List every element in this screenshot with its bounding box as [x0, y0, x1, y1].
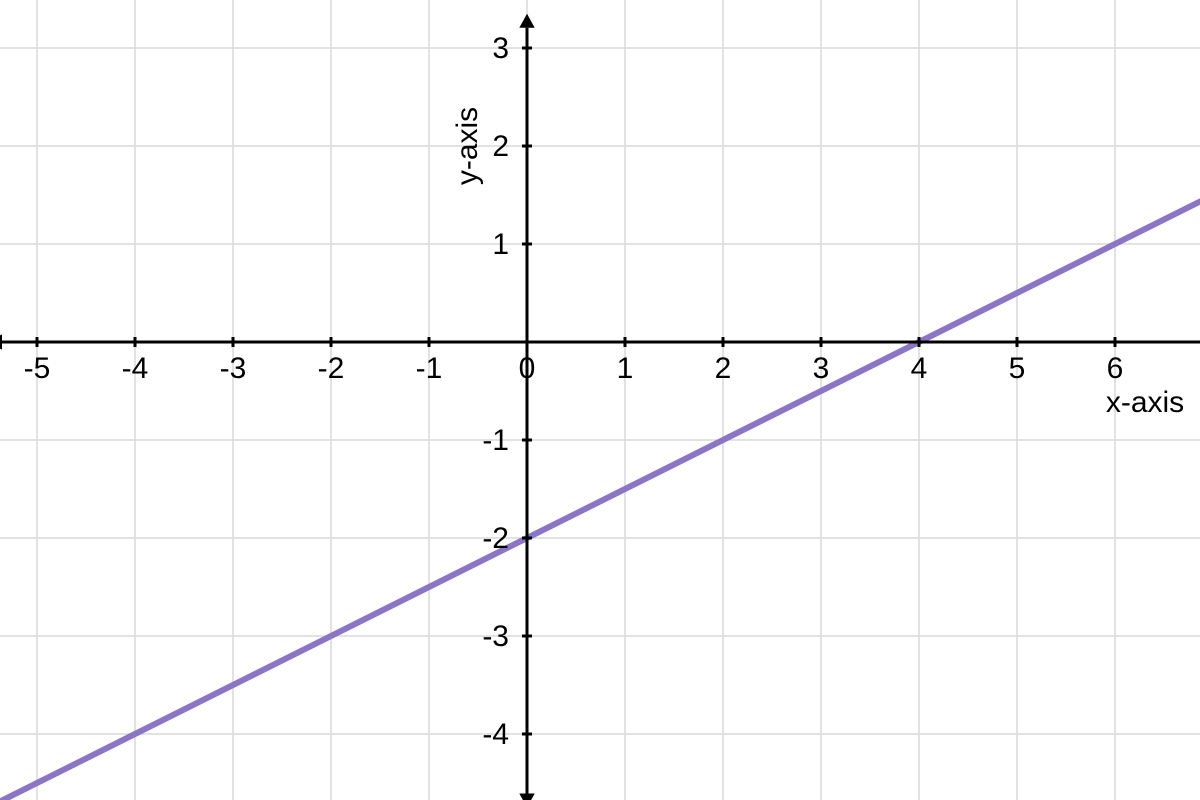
chart-svg: -5-4-3-2-101234567-4-3-2-1123x-axisy-axi… [0, 0, 1200, 800]
x-tick-label: -2 [318, 352, 345, 385]
y-tick-label: 3 [492, 32, 509, 65]
y-tick-label: -1 [482, 424, 509, 457]
x-axis-label: x-axis [1106, 386, 1184, 419]
y-tick-label: 2 [492, 130, 509, 163]
y-tick-label: -3 [482, 620, 509, 653]
x-tick-label: 2 [715, 352, 732, 385]
x-tick-label: -5 [24, 352, 51, 385]
x-tick-label: -1 [416, 352, 443, 385]
x-tick-label: 0 [519, 352, 536, 385]
y-axis-label: y-axis [451, 107, 484, 185]
line-chart: -5-4-3-2-101234567-4-3-2-1123x-axisy-axi… [0, 0, 1200, 800]
y-tick-label: -2 [482, 522, 509, 555]
x-tick-label: -4 [122, 352, 149, 385]
y-tick-label: 1 [492, 228, 509, 261]
x-tick-label: 1 [617, 352, 634, 385]
x-tick-label: 6 [1107, 352, 1124, 385]
y-tick-label: -4 [482, 718, 509, 751]
x-tick-label: 3 [813, 352, 830, 385]
x-tick-label: 5 [1009, 352, 1026, 385]
x-tick-label: -3 [220, 352, 247, 385]
x-tick-label: 4 [911, 352, 928, 385]
